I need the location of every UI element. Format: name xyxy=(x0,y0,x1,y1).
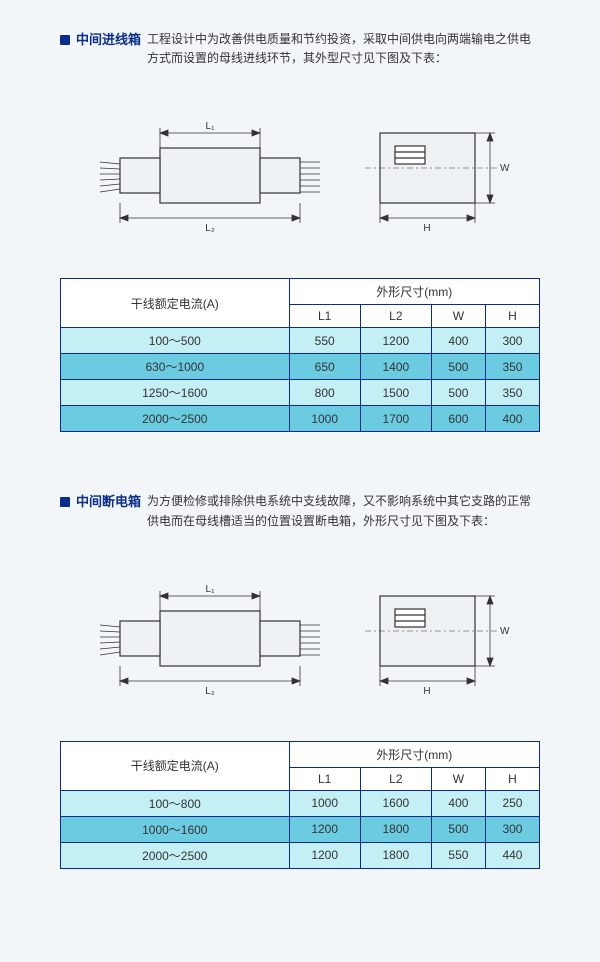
th-L2: L2 xyxy=(360,305,431,328)
diagram-front: L₁ L₂ xyxy=(90,98,330,238)
label-L2: L₂ xyxy=(205,223,215,234)
label-W: W xyxy=(500,163,510,174)
label-H: H xyxy=(423,686,430,697)
bullet-icon xyxy=(60,35,70,45)
section-intermediate-inlet-box: 中间进线箱 工程设计中为改善供电质量和节约投资，采取中间供电向两端输电之供电方式… xyxy=(60,30,540,432)
table-row: 2000～2500 1200 1800 550 440 xyxy=(61,842,540,868)
diagram-wrap: L₁ L₂ xyxy=(60,98,540,238)
section-intermediate-cutoff-box: 中间断电箱 为方便检修或排除供电系统中支线故障，又不影响系统中其它支路的正常供电… xyxy=(60,492,540,868)
table-row: 100～800 1000 1600 400 250 xyxy=(61,790,540,816)
dimension-table-2: 干线额定电流(A) 外形尺寸(mm) L1 L2 W H 100～800 100… xyxy=(60,741,540,869)
label-H: H xyxy=(423,223,430,234)
th-W: W xyxy=(431,767,485,790)
th-H: H xyxy=(485,305,539,328)
section-desc: 工程设计中为改善供电质量和节约投资，采取中间供电向两端输电之供电方式而设置的母线… xyxy=(147,30,540,68)
heading-row: 中间进线箱 工程设计中为改善供电质量和节约投资，采取中间供电向两端输电之供电方式… xyxy=(60,30,540,68)
dimension-table-1: 干线额定电流(A) 外形尺寸(mm) L1 L2 W H 100～500 550… xyxy=(60,278,540,432)
heading-row: 中间断电箱 为方便检修或排除供电系统中支线故障，又不影响系统中其它支路的正常供电… xyxy=(60,492,540,530)
diagram-wrap: L₁ L₂ xyxy=(60,561,540,701)
table-row: 2000～2500 1000 1700 600 400 xyxy=(61,406,540,432)
th-H: H xyxy=(485,767,539,790)
label-W: W xyxy=(500,626,510,637)
section-title: 中间进线箱 xyxy=(76,30,141,51)
table-row: 630～1000 650 1400 500 350 xyxy=(61,354,540,380)
th-group: 外形尺寸(mm) xyxy=(289,279,539,305)
th-main: 干线额定电流(A) xyxy=(61,279,290,328)
th-W: W xyxy=(431,305,485,328)
diagram-side: W H xyxy=(360,561,510,701)
section-title: 中间断电箱 xyxy=(76,492,141,513)
table-row: 1000～1600 1200 1800 500 300 xyxy=(61,816,540,842)
label-L1: L₁ xyxy=(206,121,216,132)
th-L1: L1 xyxy=(289,305,360,328)
section-desc: 为方便检修或排除供电系统中支线故障，又不影响系统中其它支路的正常供电而在母线槽适… xyxy=(147,492,540,530)
diagram-side: W H xyxy=(360,98,510,238)
table-row: 100～500 550 1200 400 300 xyxy=(61,328,540,354)
diagram-front: L₁ L₂ xyxy=(90,561,330,701)
label-L2: L₂ xyxy=(205,686,215,697)
label-L1: L₁ xyxy=(206,584,216,595)
bullet-icon xyxy=(60,497,70,507)
th-L2: L2 xyxy=(360,767,431,790)
th-group: 外形尺寸(mm) xyxy=(289,741,539,767)
th-L1: L1 xyxy=(289,767,360,790)
th-main: 干线额定电流(A) xyxy=(61,741,290,790)
table-row: 1250～1600 800 1500 500 350 xyxy=(61,380,540,406)
